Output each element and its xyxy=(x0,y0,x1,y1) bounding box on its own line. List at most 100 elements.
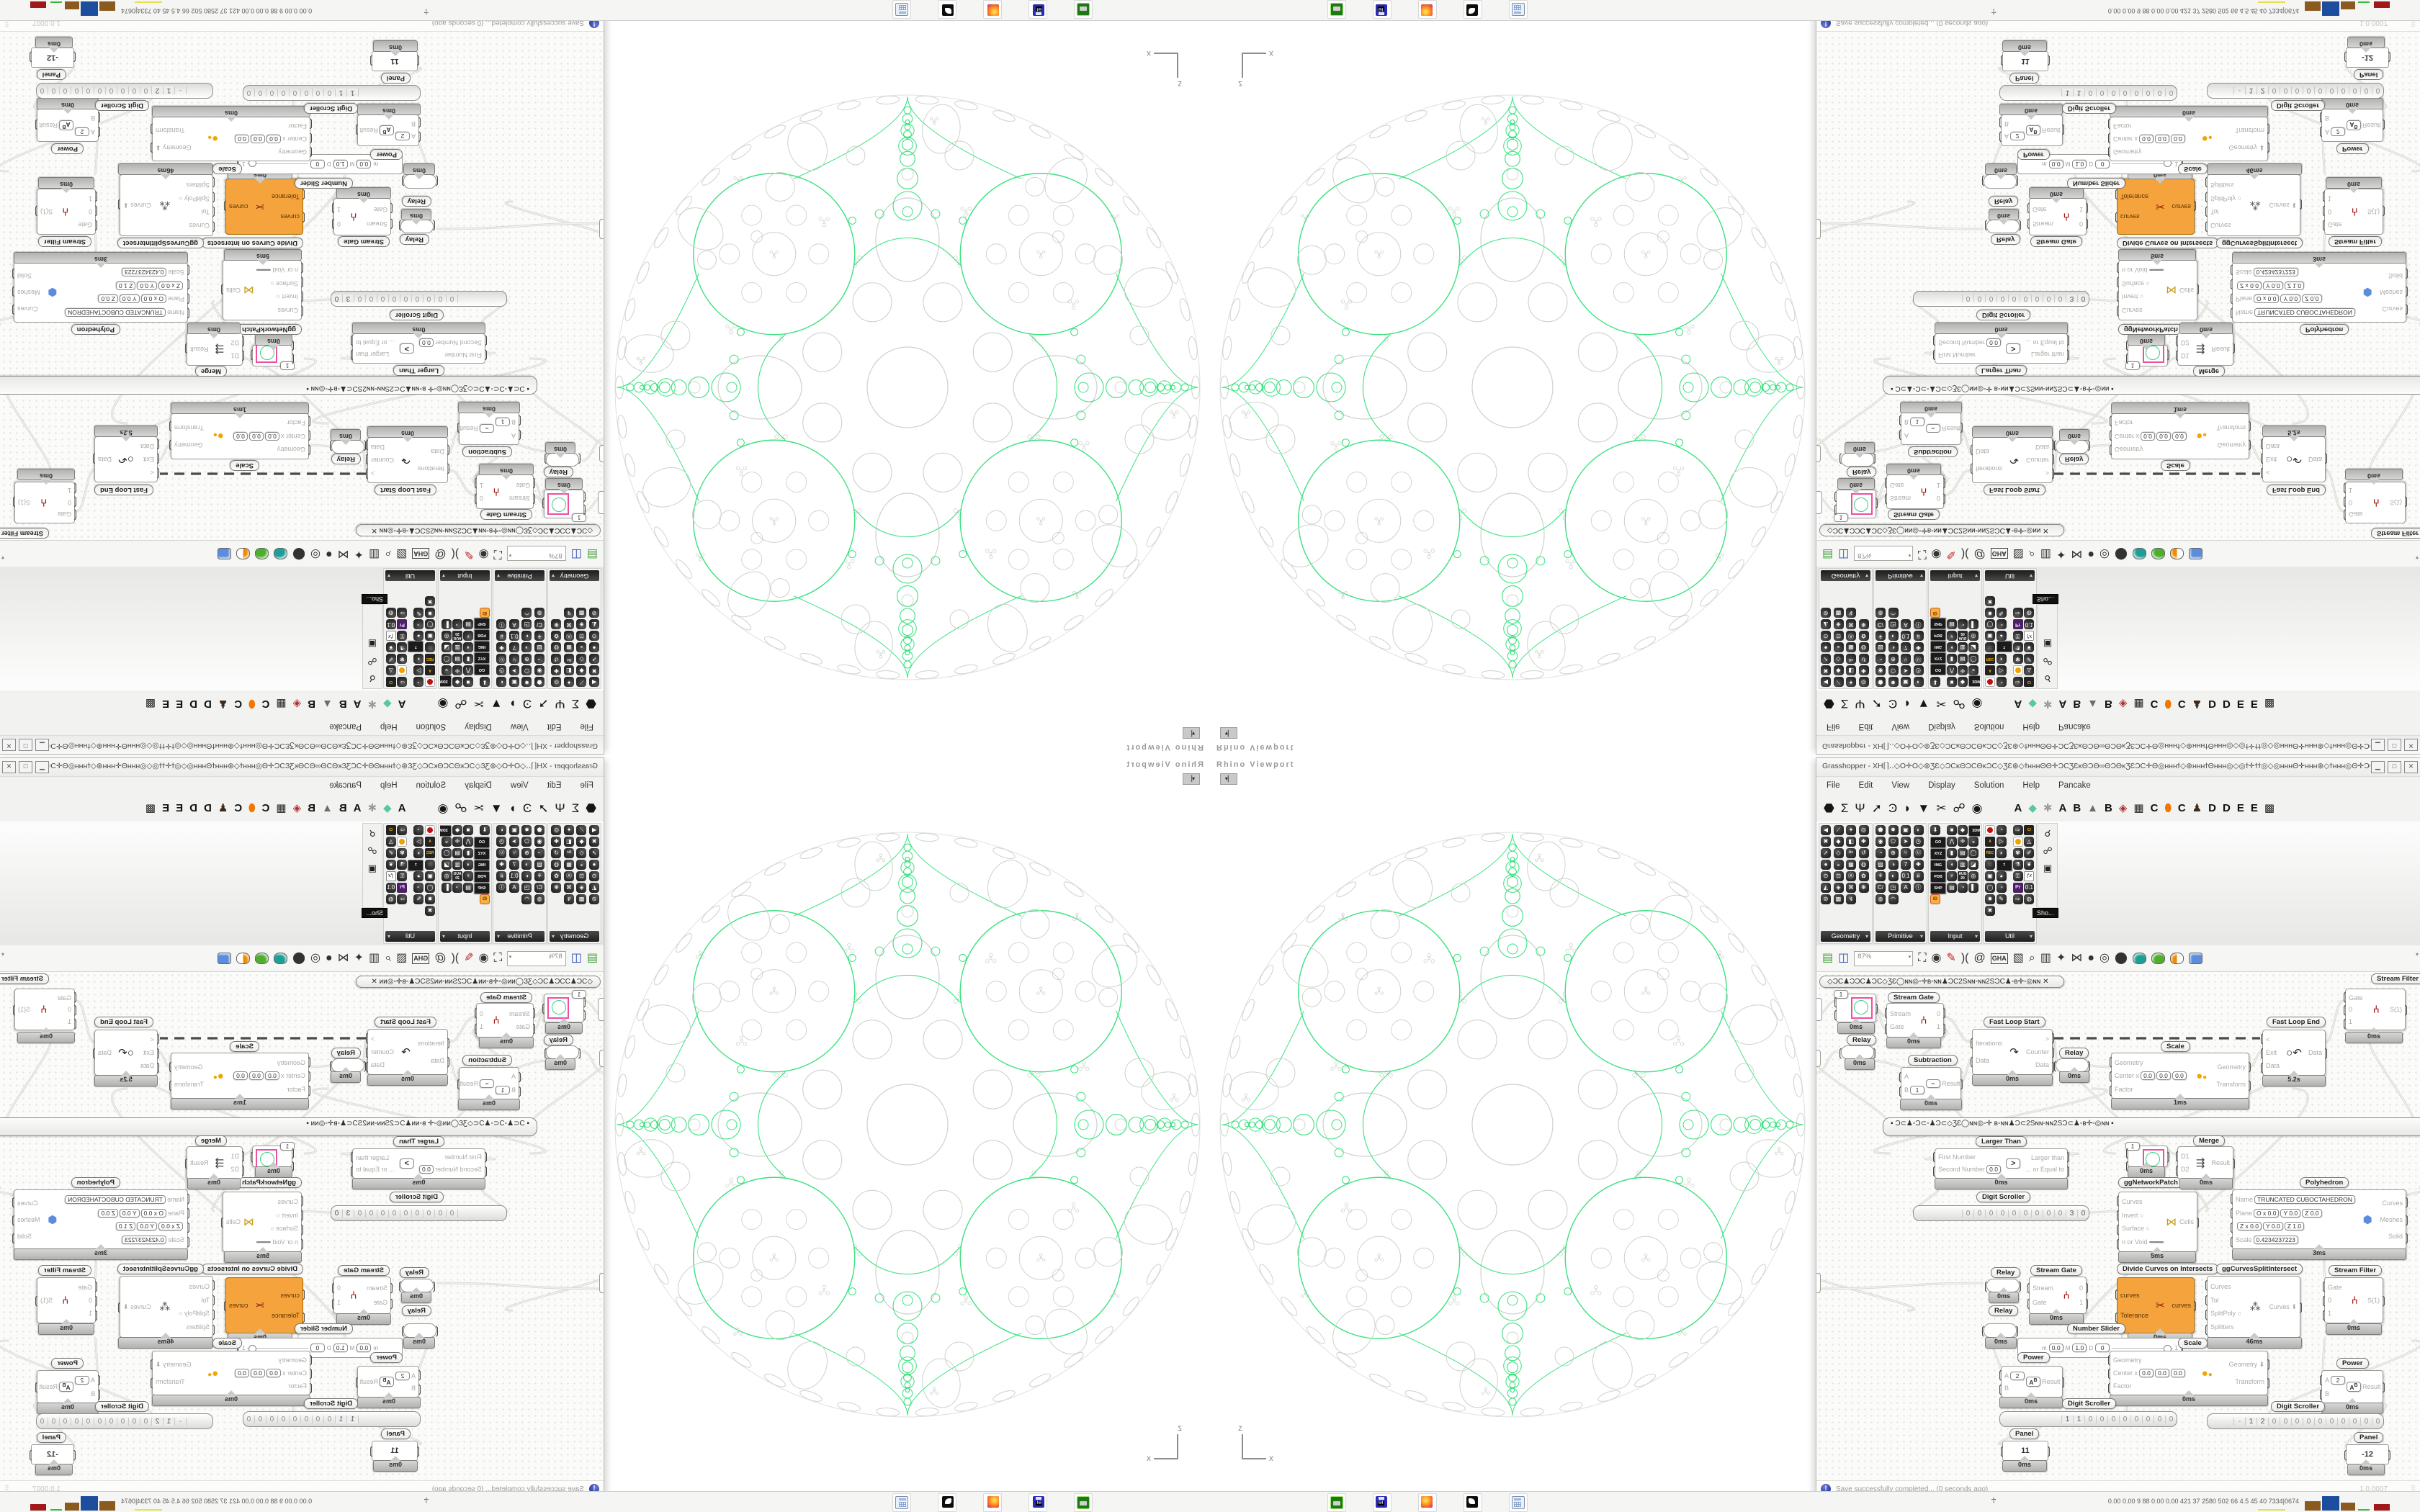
component-icon[interactable]: Pr xyxy=(2012,619,2023,629)
component-icon[interactable]: ◑ xyxy=(1888,642,1899,652)
at-icon[interactable]: @ xyxy=(1973,952,1986,964)
component-icon[interactable]: ◯ xyxy=(1968,654,1978,664)
larger-than-label[interactable]: Larger Than xyxy=(393,1136,444,1147)
component-icon[interactable]: ◇ xyxy=(1833,654,1844,664)
component-icon[interactable]: ◈ xyxy=(576,619,587,629)
category-tab-icon-5[interactable]: ◗ xyxy=(1904,801,1912,815)
palette-group-label[interactable]: Geometry ▾ xyxy=(550,570,599,581)
component-icon[interactable]: # xyxy=(496,871,507,881)
component-icon[interactable]: ◯ xyxy=(442,654,452,664)
fast-loop-start[interactable]: Iterations Data ↷ > Counter Data ❲ ❲ ❳ ❳ ❳ xyxy=(362,1029,453,1075)
component-icon[interactable]: ⊡ xyxy=(1833,631,1844,641)
component-icon[interactable]: 3DM xyxy=(1968,825,1980,837)
component-icon[interactable]: ✚ xyxy=(1858,837,1869,847)
stream-gate-1[interactable]: Stream Gate ⑃ 0 1 ❲ ❲ ❳ ❳ xyxy=(1881,1003,1949,1038)
stream-filter-1-label[interactable]: Stream Filter xyxy=(0,973,49,984)
category-tab-icon-4[interactable]: Ͽ xyxy=(522,801,532,815)
bake-icon[interactable]: ▥ xyxy=(369,952,380,964)
stream-filter-1[interactable]: Gate 0 1 ⑃ S(1) ❲ ❲ ❲ ❳ xyxy=(2340,989,2411,1030)
ggcurvessplit[interactable]: Curves Tol SplitPoly ○ Splitters ⁂ Curves ⬇ ❲ ❲… xyxy=(115,174,218,236)
stream-filter-1-label[interactable]: Stream Filter xyxy=(0,528,49,539)
virtualbox-machine-icon[interactable] xyxy=(1074,0,1093,19)
component-icon[interactable]: C/ xyxy=(1876,883,1886,893)
document-tab[interactable]: ◇ƆϹ♟ƆϽϹ♟ƆϹ◇ƷƐ◯ɴɴ◎◦✛ʙ◦ɴɴ♟ƆϹ2Sɴɴ◦ɴɴ2SƆϹ♟◦ʙ… xyxy=(1819,976,2064,988)
calculator-icon[interactable] xyxy=(892,1493,911,1512)
merge-label[interactable]: Merge xyxy=(195,1135,227,1146)
stream-gate-2-label[interactable]: Stream Gate xyxy=(2030,1265,2082,1276)
menu-edit[interactable]: Edit xyxy=(547,722,562,731)
plugin-tab-14[interactable]: D xyxy=(189,801,197,814)
component-icon[interactable]: ◳ xyxy=(1888,619,1899,629)
preview-wire-icon[interactable]: ◎ xyxy=(2099,548,2110,560)
ggnetworkpatch[interactable]: Curves Invert ○ Surface ○ n or Void ⋈ Cells ❲… xyxy=(2113,1192,2202,1252)
circle-param-1[interactable]: 1 ❲ ❲ ❳ xyxy=(1831,990,1881,1022)
menu-help[interactable]: Help xyxy=(380,722,398,731)
stream-filter-2[interactable]: Gate 0 1 ⑃ S(1) ❲ ❲ ❲ ❳ xyxy=(2319,1277,2388,1323)
plugin-tab-0[interactable]: A xyxy=(398,698,406,711)
plugin-tab-10[interactable]: ⬮ xyxy=(248,698,256,711)
component-icon[interactable]: ◍ xyxy=(1876,608,1886,618)
scale-2[interactable]: Geometry Center x 0.0 0.0 0.0 Factor ●● Geometr… xyxy=(147,117,315,161)
stream-gate-2-label[interactable]: Stream Gate xyxy=(338,1265,390,1276)
plugin-tab-13[interactable]: D xyxy=(203,698,212,711)
component-icon[interactable]: ◖ xyxy=(1947,642,1957,652)
component-icon[interactable]: ◔ xyxy=(413,677,424,687)
component-icon[interactable]: ◐ xyxy=(1913,825,1924,835)
component-icon[interactable]: ✎ xyxy=(1996,894,2007,904)
fast-loop-end[interactable]: < Exit Data ○↶ Data ❲ ❲ ❲ ❳ xyxy=(89,1030,163,1076)
component-icon[interactable]: ◧ xyxy=(564,837,574,847)
find-icon[interactable]: ⌕ xyxy=(2028,952,2035,964)
component-icon[interactable]: ◎ xyxy=(442,631,452,641)
component-icon[interactable]: ↯ xyxy=(564,894,574,904)
component-icon[interactable]: ● xyxy=(589,642,599,652)
polyhedron[interactable]: Name TRUNCATED CUBOCTAHEDRON Plane O x 0.0 Y… xyxy=(9,262,193,323)
component-icon[interactable]: ⚗ xyxy=(2012,860,2023,870)
plugin-tab-4[interactable]: B xyxy=(339,801,347,814)
plugin-tab-15[interactable]: E xyxy=(2236,698,2244,711)
component-icon[interactable]: ◆ xyxy=(576,837,587,847)
plugin-tab-8[interactable]: ▦ xyxy=(2133,698,2144,710)
component-icon[interactable]: 7 xyxy=(408,860,424,871)
component-icon[interactable]: REC xyxy=(1985,654,1995,664)
plugin-tab-0[interactable]: A xyxy=(2014,698,2022,711)
plugin-tab-4[interactable]: B xyxy=(339,698,347,711)
component-icon[interactable]: ᴬᶜ xyxy=(564,848,574,858)
maximize-button[interactable]: □ xyxy=(19,761,32,773)
component-icon[interactable]: ◯ xyxy=(1985,619,1995,629)
component-icon[interactable]: IMG xyxy=(474,641,490,652)
zoom-level-input[interactable]: 87% ▾ xyxy=(506,950,566,966)
display-gumdrop-teal[interactable] xyxy=(2132,548,2146,559)
component-icon[interactable]: A xyxy=(425,665,435,675)
plugin-tab-4[interactable]: B xyxy=(2073,801,2081,814)
component-icon[interactable]: ❦ xyxy=(385,860,396,870)
preview-shaded-icon[interactable]: ⬤ xyxy=(2115,952,2128,964)
category-tab-icon-4[interactable]: Ͽ xyxy=(522,697,532,711)
group-icon[interactable]: )( xyxy=(1960,548,1969,560)
component-icon[interactable]: ◔ xyxy=(413,619,424,629)
cluster-icon[interactable]: ⋈ xyxy=(337,548,349,560)
component-icon[interactable]: ✦ xyxy=(564,825,574,835)
merge-label[interactable]: Merge xyxy=(2193,1135,2225,1146)
subtraction-label[interactable]: Subtraction xyxy=(1908,446,1958,457)
component-icon[interactable]: ◳ xyxy=(521,619,532,629)
digit-scroller-3-label[interactable]: Digit Scroller xyxy=(2271,1401,2326,1412)
menu-display[interactable]: Display xyxy=(465,722,492,731)
ggcurvessplit[interactable]: Curves Tol SplitPoly ○ Splitters ⁂ Curves ⬇ ❲ ❲… xyxy=(2202,1276,2305,1338)
polyhedron[interactable]: Name TRUNCATED CUBOCTAHEDRON Plane O x 0.0 Y… xyxy=(9,1189,193,1250)
stream-gate-2[interactable]: Stream Gate ⑃ 0 1 ❲ ❲ ❳ ❳ xyxy=(2024,198,2092,235)
component-icon[interactable]: ⚡ xyxy=(463,631,473,641)
component-icon[interactable]: ID xyxy=(480,608,490,618)
component-icon[interactable]: ⊙ xyxy=(1821,871,1831,881)
viewport-collapse-button[interactable]: ▾▏ xyxy=(1183,727,1200,739)
component-icon[interactable]: ◬ xyxy=(385,665,396,675)
component-icon[interactable]: ➚ xyxy=(589,654,599,664)
relay-4-label[interactable]: Relay xyxy=(401,196,431,207)
component-icon[interactable] xyxy=(397,837,408,847)
component-icon[interactable]: ⌘ xyxy=(564,619,574,629)
group-lozenge[interactable]: ▪ Ͻ⊂♟◦Ͻ⊂◦♟Ͻ⊂◇ƷƐ◯ɴɴ◎◦✛ ʙ◦ɴɴ♟Ͻ⊂2Sɴɴ◦ɴɴ2SϽ⊂… xyxy=(1883,1117,2420,1136)
component-icon[interactable]: ❋ xyxy=(551,883,562,893)
scale-1[interactable]: Geometry Center x 0.0 0.0 0.0 Factor ●● Geometr… xyxy=(166,1053,314,1099)
component-icon[interactable]: ⚗ xyxy=(397,642,408,652)
